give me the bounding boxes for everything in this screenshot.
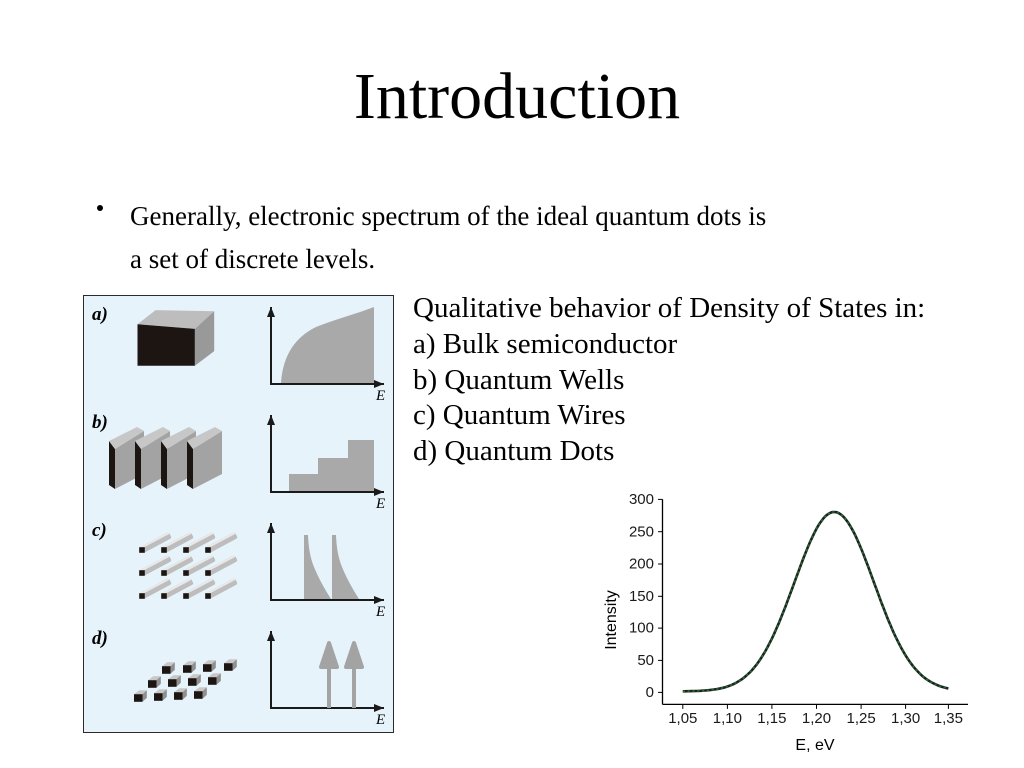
svg-text:0: 0 (646, 684, 654, 701)
svg-text:E: E (375, 496, 385, 509)
svg-text:200: 200 (629, 556, 654, 573)
svg-text:250: 250 (629, 523, 654, 540)
svg-text:100: 100 (629, 620, 654, 637)
svg-text:1,15: 1,15 (757, 710, 786, 727)
svg-text:1,30: 1,30 (891, 710, 920, 727)
svg-text:E: E (375, 712, 385, 725)
svg-text:E: E (375, 604, 385, 617)
svg-text:E, eV: E, eV (795, 737, 834, 754)
svg-text:300: 300 (629, 491, 654, 508)
svg-text:1,35: 1,35 (934, 710, 963, 727)
svg-text:150: 150 (629, 588, 654, 605)
svg-text:1,25: 1,25 (846, 710, 875, 727)
svg-text:1,10: 1,10 (713, 710, 742, 727)
svg-text:1,20: 1,20 (802, 710, 831, 727)
svg-text:1,05: 1,05 (668, 710, 697, 727)
svg-text:E: E (375, 388, 385, 401)
svg-text:Intensity: Intensity (603, 590, 620, 650)
svg-text:50: 50 (637, 652, 654, 669)
